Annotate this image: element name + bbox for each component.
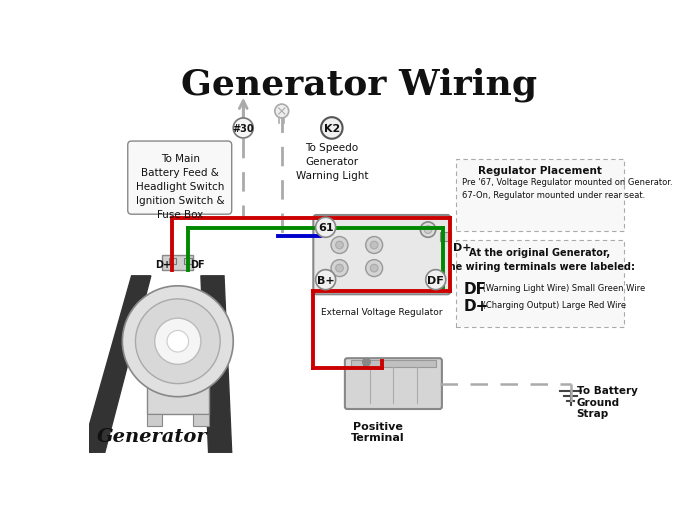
Text: DF: DF	[428, 275, 444, 285]
Bar	[147, 384, 209, 415]
Text: To Battery
Ground
Strap: To Battery Ground Strap	[577, 385, 638, 418]
Circle shape	[336, 265, 344, 272]
Circle shape	[275, 105, 288, 119]
Circle shape	[316, 270, 336, 290]
Circle shape	[136, 299, 220, 384]
Circle shape	[233, 119, 253, 138]
Bar	[440, 233, 452, 242]
Text: At the original Generator,
the wiring terminals were labeled:: At the original Generator, the wiring te…	[444, 248, 635, 271]
Text: (Charging Output) Large Red Wire: (Charging Output) Large Red Wire	[480, 300, 626, 309]
Circle shape	[336, 242, 344, 249]
Circle shape	[421, 222, 435, 238]
Text: K2: K2	[323, 124, 340, 134]
Text: DF: DF	[463, 281, 486, 297]
Text: Positive
Terminal: Positive Terminal	[351, 421, 405, 442]
Circle shape	[370, 265, 378, 272]
Text: To Main
Battery Feed &
Headlight Switch
Ignition Switch &
Fuse Box: To Main Battery Feed & Headlight Switch …	[136, 153, 225, 219]
Text: #30: #30	[232, 124, 254, 134]
Polygon shape	[201, 276, 232, 453]
FancyBboxPatch shape	[314, 215, 450, 295]
Text: D+: D+	[463, 299, 489, 314]
Circle shape	[365, 237, 383, 254]
Text: 67-On, Regulator mounted under rear seat.: 67-On, Regulator mounted under rear seat…	[462, 190, 645, 199]
FancyBboxPatch shape	[456, 240, 624, 328]
FancyBboxPatch shape	[456, 159, 624, 232]
Text: To Speedo
Generator
Warning Light: To Speedo Generator Warning Light	[295, 143, 368, 181]
Circle shape	[424, 227, 432, 234]
Bar	[169, 259, 176, 265]
Circle shape	[155, 319, 201, 364]
Circle shape	[316, 218, 336, 238]
Circle shape	[426, 270, 446, 290]
Text: Generator: Generator	[97, 428, 208, 445]
Text: Pre '67, Voltage Regulator mounted on Generator.: Pre '67, Voltage Regulator mounted on Ge…	[462, 178, 673, 187]
Circle shape	[365, 260, 383, 277]
Bar	[147, 415, 162, 426]
Circle shape	[321, 118, 342, 139]
Bar	[184, 259, 192, 265]
Text: D+: D+	[155, 260, 172, 269]
Bar	[351, 361, 435, 367]
Text: DF: DF	[190, 260, 204, 269]
Bar	[162, 256, 193, 271]
FancyBboxPatch shape	[128, 142, 232, 215]
Circle shape	[167, 331, 188, 352]
Text: External Voltage Regulator: External Voltage Regulator	[321, 307, 442, 316]
Text: Generator Wiring: Generator Wiring	[181, 67, 537, 102]
Circle shape	[122, 286, 233, 397]
Circle shape	[370, 242, 378, 249]
Text: D+: D+	[454, 243, 472, 253]
Polygon shape	[82, 276, 151, 453]
Text: Regulator Placement: Regulator Placement	[478, 165, 601, 176]
Circle shape	[331, 260, 348, 277]
FancyBboxPatch shape	[345, 358, 442, 409]
Text: B+: B+	[317, 275, 335, 285]
Bar	[193, 415, 209, 426]
Circle shape	[363, 358, 370, 366]
Text: 61: 61	[318, 223, 333, 233]
Text: (Warning Light Wire) Small Green Wire: (Warning Light Wire) Small Green Wire	[480, 283, 645, 292]
Circle shape	[331, 237, 348, 254]
